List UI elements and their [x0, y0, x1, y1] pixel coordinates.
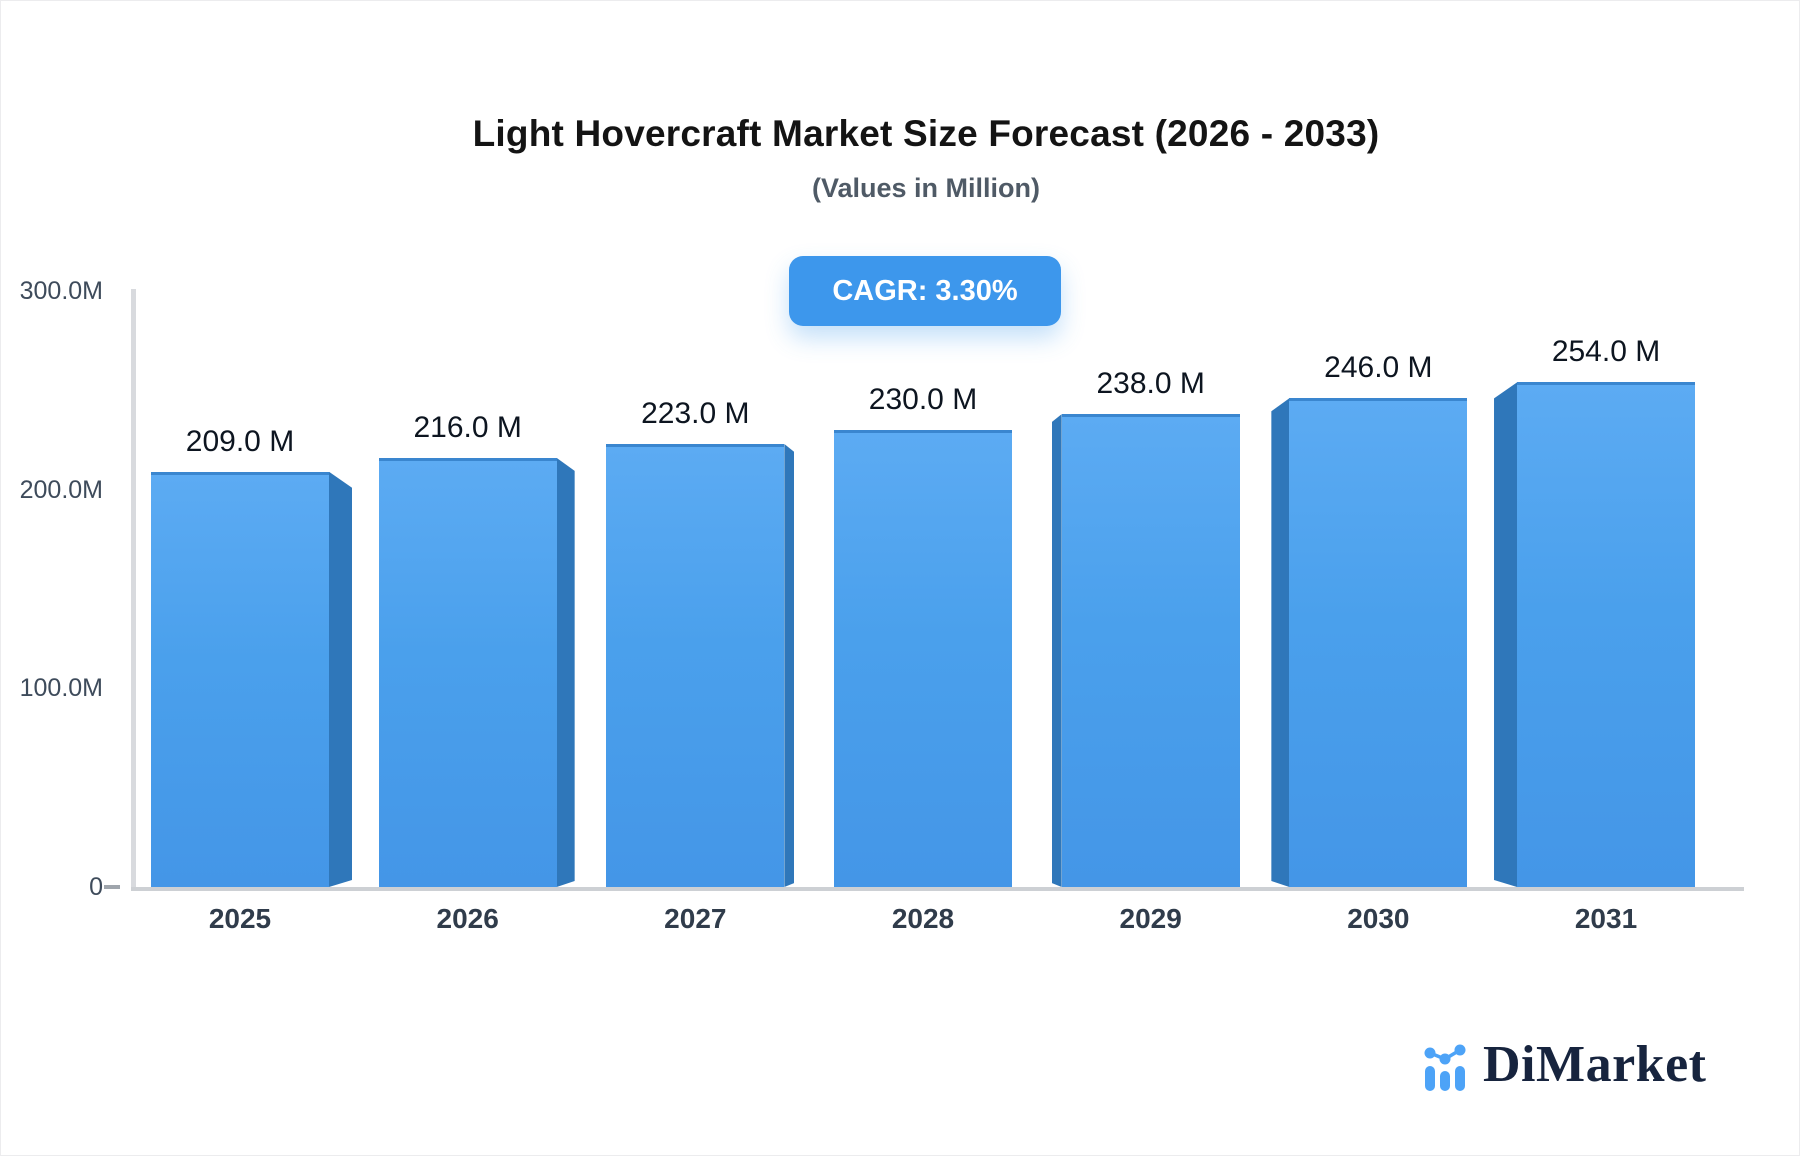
bar-side-face-2025 [329, 471, 352, 887]
bar-side-face-2027 [784, 443, 795, 887]
bar-face-2026[interactable] [378, 457, 557, 887]
y-tick-label-300.0M: 300.0M [19, 277, 103, 305]
chart-title: Light Hovercraft Market Size Forecast (2… [472, 113, 1380, 154]
cagr-badge: CAGR: 3.30% [789, 256, 1061, 326]
bar-side-face-2029 [1051, 414, 1062, 887]
brand-name: DiMarket [1483, 1036, 1707, 1093]
bar-side-face-2030 [1271, 398, 1290, 887]
y-tick-label-200.0M: 200.0M [19, 475, 103, 504]
bar-value-label-2025: 209.0 M [185, 424, 295, 458]
bar-chart-logo-icon [1424, 1044, 1466, 1091]
bar-value-label-2028: 230.0 M [868, 383, 978, 417]
x-tick-label-2025: 2025 [208, 903, 272, 934]
x-tick-label-2029: 2029 [1119, 903, 1182, 934]
bar-face-2031[interactable] [1517, 382, 1696, 887]
x-tick-label-2031: 2031 [1574, 903, 1638, 934]
bar-value-label-2029: 238.0 M [1096, 367, 1205, 401]
cagr-badge-label: CAGR: 3.30% [832, 274, 1018, 307]
y-tick-label-0: 0 [89, 873, 103, 901]
y-tick-label-100.0M: 100.0M [19, 674, 103, 703]
bar-face-2028[interactable] [834, 430, 1012, 887]
bar-side-face-2026 [556, 457, 575, 887]
bar-face-2027[interactable] [606, 443, 785, 887]
x-tick-label-2027: 2027 [664, 903, 727, 934]
bar-face-2029[interactable] [1061, 414, 1240, 887]
bar-value-label-2031: 254.0 M [1551, 335, 1661, 369]
chart-subtitle: (Values in Million) [811, 173, 1041, 203]
bar-value-label-2030: 246.0 M [1324, 351, 1433, 385]
bar-side-face-2031 [1494, 382, 1518, 887]
zero-tick-mark [104, 885, 120, 889]
y-axis-line [131, 289, 136, 891]
brand-logo: DiMarket [1424, 1037, 1706, 1095]
bar-value-label-2027: 223.0 M [641, 396, 750, 430]
bar-value-label-2026: 216.0 M [413, 410, 522, 444]
x-tick-label-2028: 2028 [891, 903, 955, 934]
x-tick-label-2030: 2030 [1347, 903, 1410, 934]
bar-face-2030[interactable] [1289, 398, 1468, 887]
x-axis-line [131, 887, 1744, 891]
x-tick-label-2026: 2026 [436, 903, 499, 934]
bar-face-2025[interactable] [151, 471, 329, 887]
